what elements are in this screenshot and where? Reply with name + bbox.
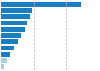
Bar [1,27,25,32]
Bar [1,14,30,19]
Bar [1,39,18,44]
Bar [1,2,81,7]
Bar [1,64,4,69]
Bar [1,46,14,50]
Bar [1,58,7,63]
Bar [1,21,27,25]
Bar [1,8,32,13]
Bar [1,33,21,38]
Bar [1,52,10,57]
